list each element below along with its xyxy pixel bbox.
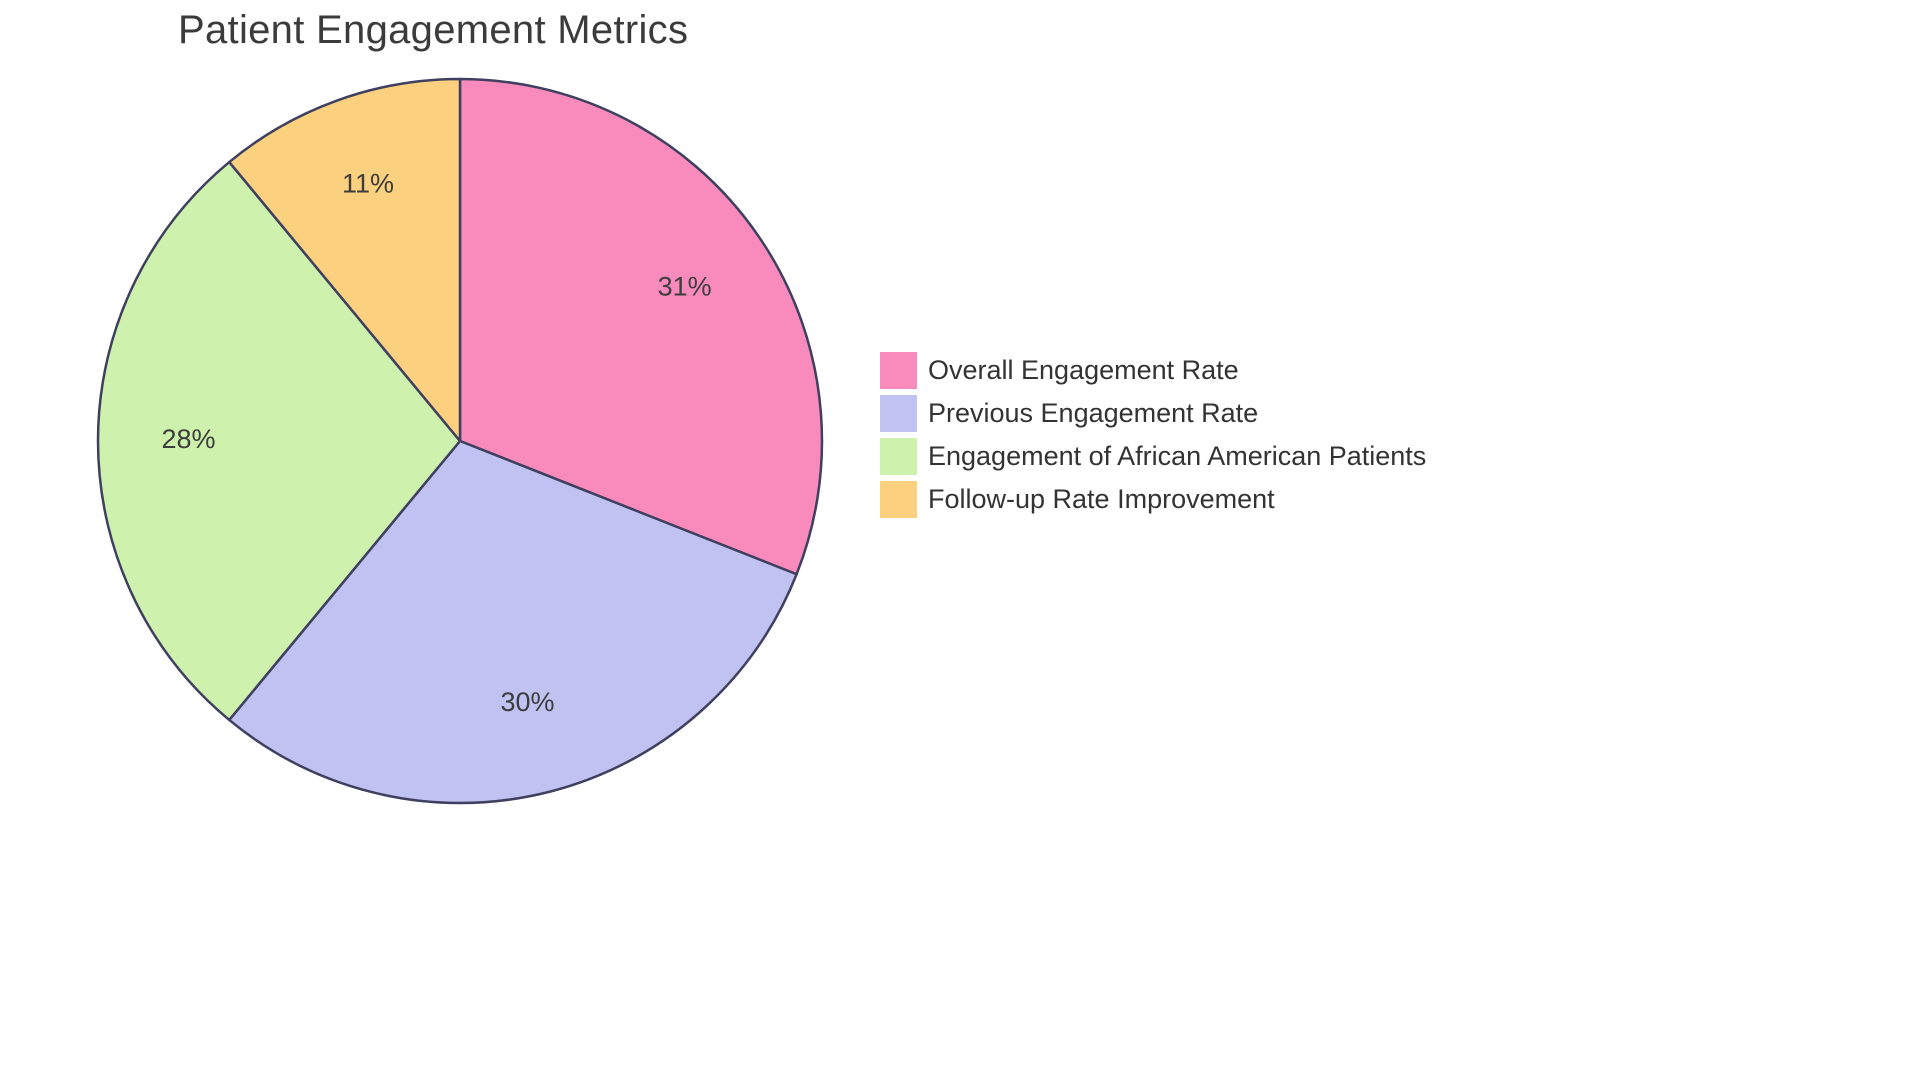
legend-label: Overall Engagement Rate — [928, 355, 1239, 385]
pie-slice — [228, 439, 798, 805]
legend-swatch — [880, 481, 917, 518]
slice-percentage-label: 28% — [161, 424, 215, 454]
legend-label: Engagement of African American Patients — [928, 441, 1427, 471]
slice-percentage-label: 11% — [342, 169, 394, 199]
legend-swatch — [880, 438, 917, 475]
legend-item: Overall Engagement Rate — [880, 352, 1426, 389]
chart-title: Patient Engagement Metrics — [178, 8, 689, 52]
legend: Overall Engagement Rate Previous Engageme… — [880, 352, 1426, 518]
legend-swatch — [880, 352, 917, 389]
legend-label: Follow-up Rate Improvement — [928, 484, 1275, 514]
legend-item: Follow-up Rate Improvement — [880, 481, 1426, 518]
legend-swatch — [880, 395, 917, 432]
slice-percentage-label: 30% — [500, 687, 554, 717]
legend-item: Previous Engagement Rate — [880, 395, 1426, 432]
slice-percentage-label: 31% — [658, 272, 712, 302]
pie-slice — [228, 77, 462, 443]
legend-label: Previous Engagement Rate — [928, 398, 1259, 428]
pie-slice — [458, 77, 824, 576]
legend-item: Engagement of African American Patients — [880, 438, 1426, 475]
pie-slice — [96, 160, 462, 722]
